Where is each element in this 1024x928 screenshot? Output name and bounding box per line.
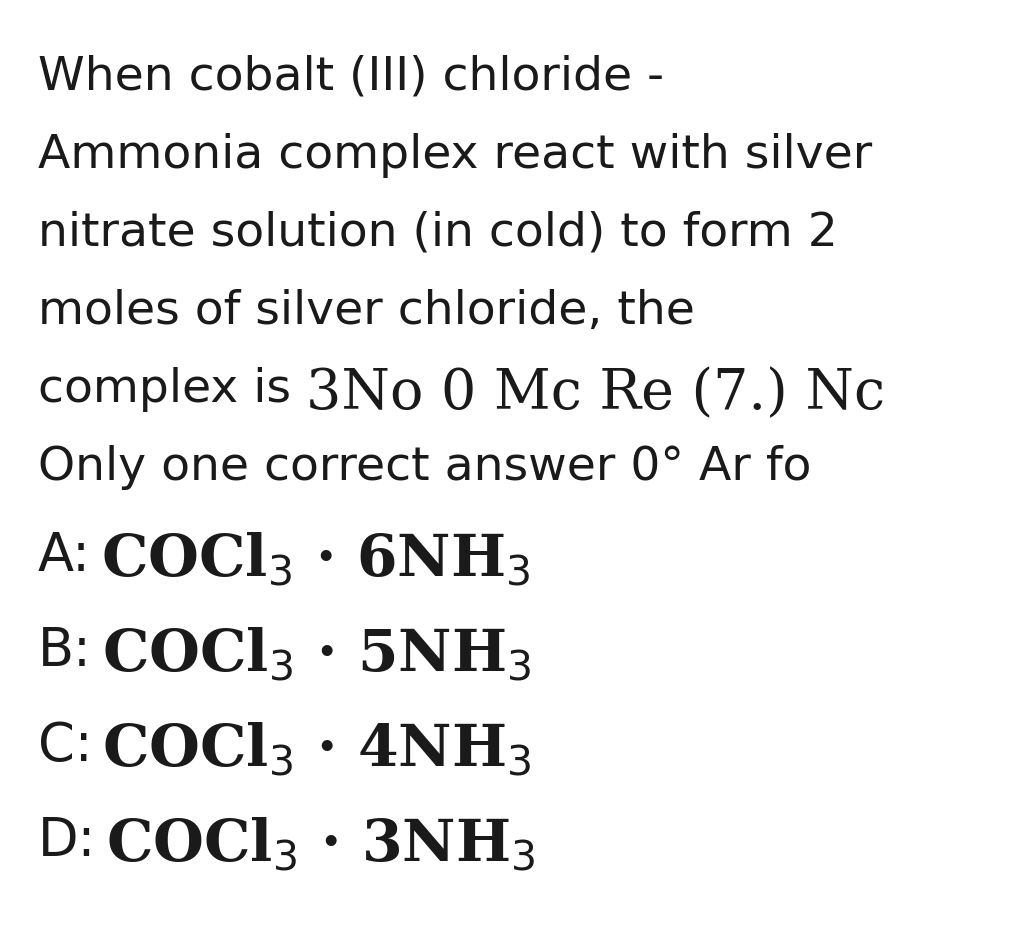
Text: A:: A: — [38, 530, 91, 581]
Text: nitrate solution (in cold) to form 2: nitrate solution (in cold) to form 2 — [38, 211, 838, 256]
Text: B:: B: — [38, 625, 92, 677]
Text: moles of silver chloride, the: moles of silver chloride, the — [38, 289, 695, 334]
Text: COCl$_3$ · 3NH$_3$: COCl$_3$ · 3NH$_3$ — [106, 814, 536, 872]
Text: C:: C: — [38, 719, 92, 771]
Text: When cobalt (III) chloride -: When cobalt (III) chloride - — [38, 55, 664, 100]
Text: 3No 0 Mc Re (7.) Nc: 3No 0 Mc Re (7.) Nc — [306, 367, 885, 421]
Text: COCl$_3$ · 5NH$_3$: COCl$_3$ · 5NH$_3$ — [101, 625, 531, 682]
Text: D:: D: — [38, 814, 96, 866]
Text: Only one correct answer 0° Ar fo: Only one correct answer 0° Ar fo — [38, 445, 811, 489]
Text: COCl$_3$ · 4NH$_3$: COCl$_3$ · 4NH$_3$ — [102, 719, 532, 777]
Text: COCl$_3$ · 6NH$_3$: COCl$_3$ · 6NH$_3$ — [101, 530, 530, 587]
Text: Ammonia complex react with silver: Ammonia complex react with silver — [38, 133, 872, 178]
Text: complex is: complex is — [38, 367, 306, 411]
